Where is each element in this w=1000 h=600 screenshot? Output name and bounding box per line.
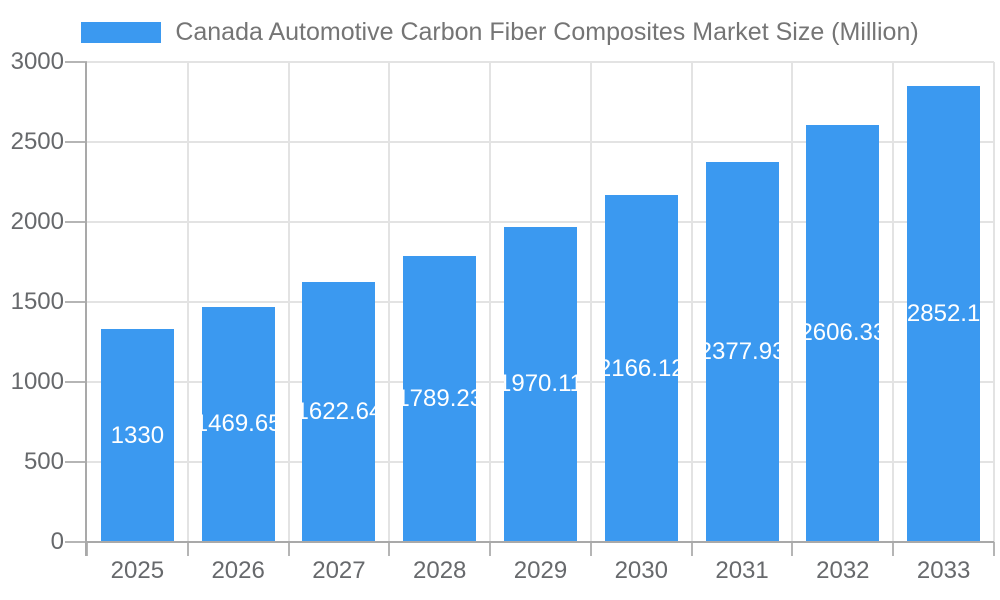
y-tick-label: 0	[50, 528, 64, 555]
gridline-vertical	[892, 62, 895, 542]
legend-label: Canada Automotive Carbon Fiber Composite…	[175, 18, 919, 46]
bar[interactable]: 2377.93	[705, 161, 779, 542]
bar[interactable]: 2852.1	[907, 85, 981, 542]
legend-swatch	[81, 21, 162, 43]
y-tick-mark	[65, 221, 87, 223]
x-tick-label: 2030	[614, 557, 668, 584]
x-tick-label: 2026	[211, 557, 265, 584]
y-tick-mark	[65, 141, 87, 143]
x-tick-label: 2027	[312, 557, 366, 584]
bar-value-label: 2852.1	[907, 299, 981, 327]
y-tick-mark	[65, 381, 87, 383]
y-tick-label: 2500	[10, 128, 64, 155]
x-tick-mark	[489, 542, 492, 556]
bar-value-label: 2377.93	[706, 337, 779, 365]
y-tick-label: 3000	[10, 48, 64, 75]
bar-value-label: 1970.11	[504, 370, 577, 398]
bar[interactable]: 1622.64	[302, 282, 376, 542]
y-tick-label: 2000	[10, 208, 64, 235]
x-tick-mark	[690, 542, 693, 556]
gridline-horizontal	[87, 141, 994, 143]
bar-value-label: 1330	[110, 421, 165, 449]
x-tick-label: 2031	[715, 557, 769, 584]
gridline-vertical	[489, 62, 492, 542]
x-tick-mark	[86, 542, 88, 556]
x-axis-line	[87, 541, 994, 543]
bar-value-label: 1789.23	[403, 384, 476, 412]
y-tick-mark	[65, 461, 87, 463]
y-tick-label: 500	[23, 448, 64, 475]
bar[interactable]: 1789.23	[403, 255, 477, 542]
x-tick-mark	[791, 542, 794, 556]
y-tick-mark	[65, 61, 87, 63]
gridline-horizontal	[87, 221, 994, 223]
x-tick-mark	[892, 542, 895, 556]
bar[interactable]: 1970.11	[504, 226, 577, 542]
y-tick-label: 1500	[10, 288, 64, 315]
gridline-vertical	[791, 62, 794, 542]
x-tick-label: 2028	[413, 557, 467, 584]
x-tick-label: 2033	[916, 557, 971, 584]
x-tick-mark	[186, 542, 189, 556]
x-tick-label: 2032	[816, 557, 870, 584]
bar[interactable]: 2166.12	[604, 195, 678, 542]
gridline-horizontal	[87, 61, 994, 63]
gridline-vertical	[388, 62, 391, 542]
y-tick-label: 1000	[10, 368, 64, 395]
gridline-vertical	[690, 62, 693, 542]
bar[interactable]: 1469.65	[201, 306, 275, 542]
legend[interactable]: Canada Automotive Carbon Fiber Composite…	[0, 15, 1000, 49]
gridline-vertical	[186, 62, 189, 542]
x-tick-label: 2029	[513, 557, 568, 584]
y-tick-mark	[65, 301, 87, 303]
y-axis-line	[85, 62, 87, 556]
gridline-vertical	[993, 62, 995, 542]
x-tick-mark	[589, 542, 592, 556]
bar-value-label: 1622.64	[302, 398, 375, 426]
x-tick-mark	[993, 542, 995, 556]
bar[interactable]: 1330	[100, 329, 174, 542]
gridline-vertical	[287, 62, 290, 542]
y-tick-mark	[65, 541, 87, 543]
bar-value-label: 2606.33	[806, 319, 879, 347]
x-tick-mark	[388, 542, 391, 556]
x-tick-label: 2025	[110, 557, 165, 584]
x-tick-mark	[287, 542, 290, 556]
bar-value-label: 2166.12	[605, 354, 678, 382]
gridline-vertical	[589, 62, 592, 542]
bar[interactable]: 2606.33	[806, 124, 880, 542]
bar-value-label: 1469.65	[202, 410, 275, 438]
